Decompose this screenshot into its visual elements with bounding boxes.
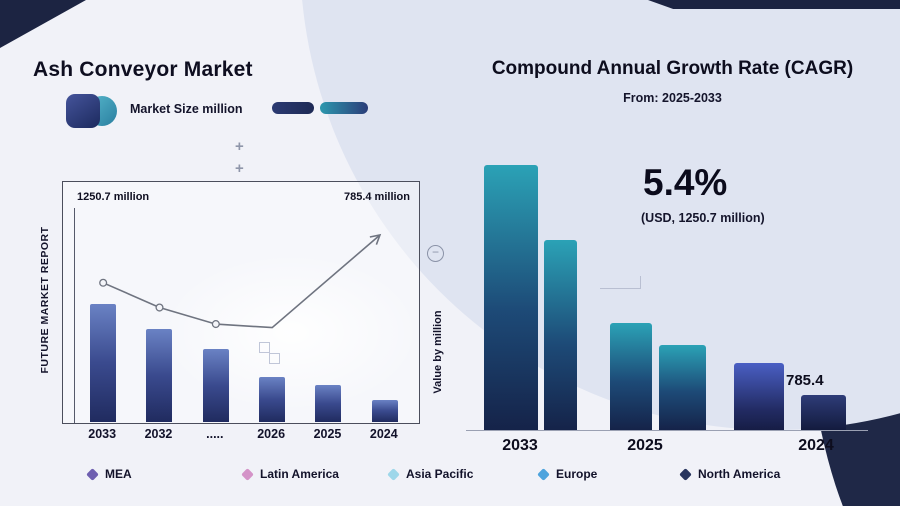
x-label-2024: 2024	[369, 427, 398, 441]
decor-top-right-strip	[648, 0, 900, 9]
plus-icon: +	[235, 160, 244, 177]
x-label-2032: 2032	[144, 427, 173, 441]
x-axis-line	[466, 430, 868, 431]
bar-2033-a	[484, 165, 538, 430]
north-america-bullet	[679, 467, 692, 481]
cylinder-front-icon	[66, 94, 100, 128]
legend-label-mea: MEA	[105, 467, 132, 481]
decor-corner-triangle	[0, 0, 86, 48]
cagr-note: (USD, 1250.7 million)	[641, 211, 765, 225]
bar-2025-b	[659, 345, 706, 430]
market-size-chart: 1250.7 million 785.4 million	[62, 181, 420, 424]
x-label-2033: 2033	[88, 427, 117, 441]
bar-2024-b	[801, 395, 846, 430]
left-x-axis-labels: 2033 2032 ..... 2026 2025 2024	[74, 427, 412, 441]
right-chart-title: Compound Annual Growth Rate (CAGR)	[491, 58, 854, 79]
left-chart-title: Ash Conveyor Market	[33, 58, 253, 81]
x-label-2024: 2024	[798, 437, 834, 454]
bars-area	[75, 212, 413, 422]
y-axis-line	[74, 208, 75, 423]
minus-glyph: −	[431, 245, 439, 259]
legend-item-asia-pacific: Asia Pacific	[387, 467, 474, 481]
market-size-icon	[66, 93, 122, 129]
legend-label-north-america: North America	[698, 467, 781, 481]
x-label-mid: .....	[206, 427, 224, 441]
bar-2025-a	[610, 323, 652, 430]
x-label-2033: 2033	[502, 437, 538, 454]
decor-pill-teal	[320, 102, 368, 114]
legend-item-mea: MEA	[86, 467, 132, 481]
mea-bullet	[86, 467, 99, 481]
annotation-2033-value: 1250.7 million	[77, 191, 150, 203]
bar-2026	[259, 377, 286, 422]
legend-label-latin-america: Latin America	[260, 467, 339, 481]
minus-icon: −	[427, 245, 444, 262]
decor-pill-navy	[272, 102, 314, 114]
latin-america-bullet	[241, 467, 254, 481]
legend-item-north-america: North America	[679, 467, 781, 481]
bar-2025	[315, 385, 342, 422]
legend-label-europe: Europe	[556, 467, 598, 481]
bar-2033-b	[544, 240, 577, 430]
right-chart-subtitle: From: 2025-2033	[623, 91, 722, 105]
legend-item-latin-america: Latin America	[241, 467, 339, 481]
decor-bracket	[600, 276, 641, 289]
legend-label-asia-pacific: Asia Pacific	[406, 467, 474, 481]
plus-icon: +	[235, 138, 244, 155]
bar-2032	[146, 329, 173, 422]
value-label-2024: 785.4	[786, 372, 824, 389]
market-size-legend-label: Market Size million	[130, 102, 243, 116]
bar-mid-years	[202, 349, 229, 422]
decor-square	[259, 342, 270, 353]
bar-2033	[90, 304, 117, 422]
x-label-2025: 2025	[313, 427, 342, 441]
x-label-2025: 2025	[627, 437, 663, 454]
europe-bullet	[537, 467, 550, 481]
decor-square	[269, 353, 280, 364]
annotation-2024-value: 785.4 million	[343, 191, 410, 203]
right-y-axis-label: Value by million	[432, 310, 444, 394]
bar-2024	[371, 400, 398, 422]
cagr-value: 5.4%	[643, 162, 728, 203]
legend-item-europe: Europe	[537, 467, 598, 481]
x-label-2026: 2026	[257, 427, 286, 441]
bar-2024-a	[734, 363, 784, 430]
asia-pacific-bullet	[387, 467, 400, 481]
left-y-axis-label: FUTURE MARKET REPORT	[39, 226, 51, 374]
